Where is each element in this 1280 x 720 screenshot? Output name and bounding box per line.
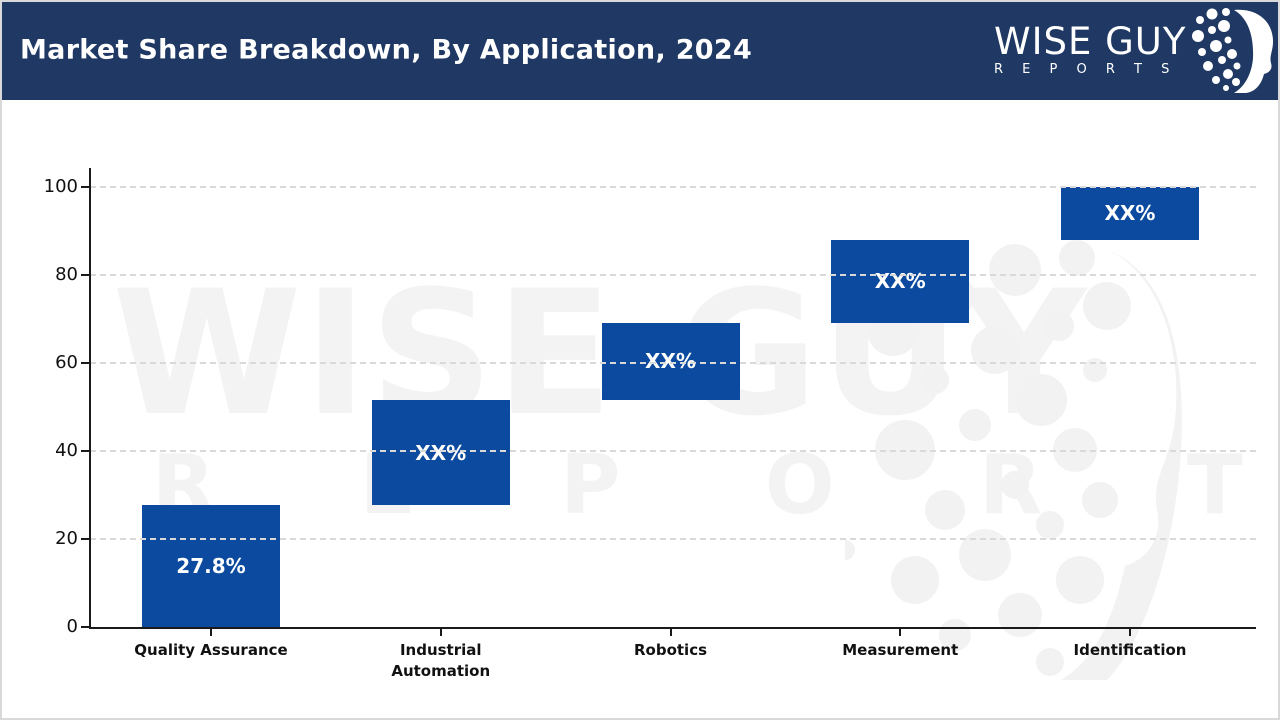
y-tick-label-60: 60 — [55, 352, 78, 373]
y-tick-0 — [81, 626, 89, 628]
bar-measurement: XX% — [831, 239, 970, 323]
x-tick-industrial-automation — [439, 629, 442, 636]
y-tick-100 — [81, 186, 89, 188]
x-tick-label-robotics: Robotics — [633, 641, 708, 659]
y-tick-80 — [81, 274, 89, 276]
y-tick-40 — [81, 450, 89, 452]
x-tick-label-quality-assurance: Quality Assurance — [134, 641, 288, 659]
header-banner: Market Share Breakdown, By Application, … — [0, 0, 1280, 100]
y-tick-label-0: 0 — [66, 616, 78, 637]
logo-text: WISE GUY R E P O R T S — [994, 19, 1187, 78]
bar-value-label-identification: XX% — [1104, 201, 1156, 226]
gridline-80 — [90, 274, 1256, 276]
logo-subtitle: R E P O R T S — [994, 62, 1177, 78]
bar-value-label-industrial-automation: XX% — [415, 440, 467, 465]
bar-value-label-measurement: XX% — [874, 269, 926, 294]
bar-value-label-robotics: XX% — [645, 349, 696, 374]
bar-quality-assurance: 27.8% — [142, 504, 280, 627]
logo-head-icon — [1192, 8, 1274, 93]
gridline-100 — [90, 186, 1256, 188]
x-tick-label-identification: Identification — [1073, 641, 1187, 659]
y-tick-label-100: 100 — [43, 176, 78, 197]
x-tick-identification — [1129, 629, 1131, 636]
x-tick-quality-assurance — [210, 629, 212, 636]
gridline-40 — [90, 450, 1256, 452]
x-tick-robotics — [669, 629, 672, 636]
x-axis-line — [89, 627, 1256, 629]
x-tick-label-industrial-automation: Industrial Automation — [391, 641, 491, 680]
bar-value-label-quality-assurance: 27.8% — [176, 553, 246, 578]
y-tick-label-80: 80 — [55, 264, 78, 285]
y-axis-line — [89, 168, 91, 629]
x-tick-measurement — [899, 629, 902, 636]
logo-wordmark: WISE GUY — [994, 19, 1187, 63]
y-tick-label-20: 20 — [55, 528, 78, 549]
x-tick-label-measurement: Measurement — [842, 641, 959, 659]
gridline-60 — [90, 362, 1256, 364]
bar-robotics: XX% — [601, 322, 740, 401]
gridline-20 — [90, 538, 1256, 540]
bar-industrial-automation: XX% — [371, 400, 510, 505]
y-tick-label-40: 40 — [55, 440, 78, 461]
y-tick-60 — [81, 362, 89, 364]
bar-identification: XX% — [1061, 187, 1199, 240]
page-title: Market Share Breakdown, By Application, … — [20, 34, 753, 66]
y-tick-20 — [81, 538, 89, 540]
wise-guy-reports-logo: WISE GUY R E P O R T S — [994, 6, 1274, 94]
